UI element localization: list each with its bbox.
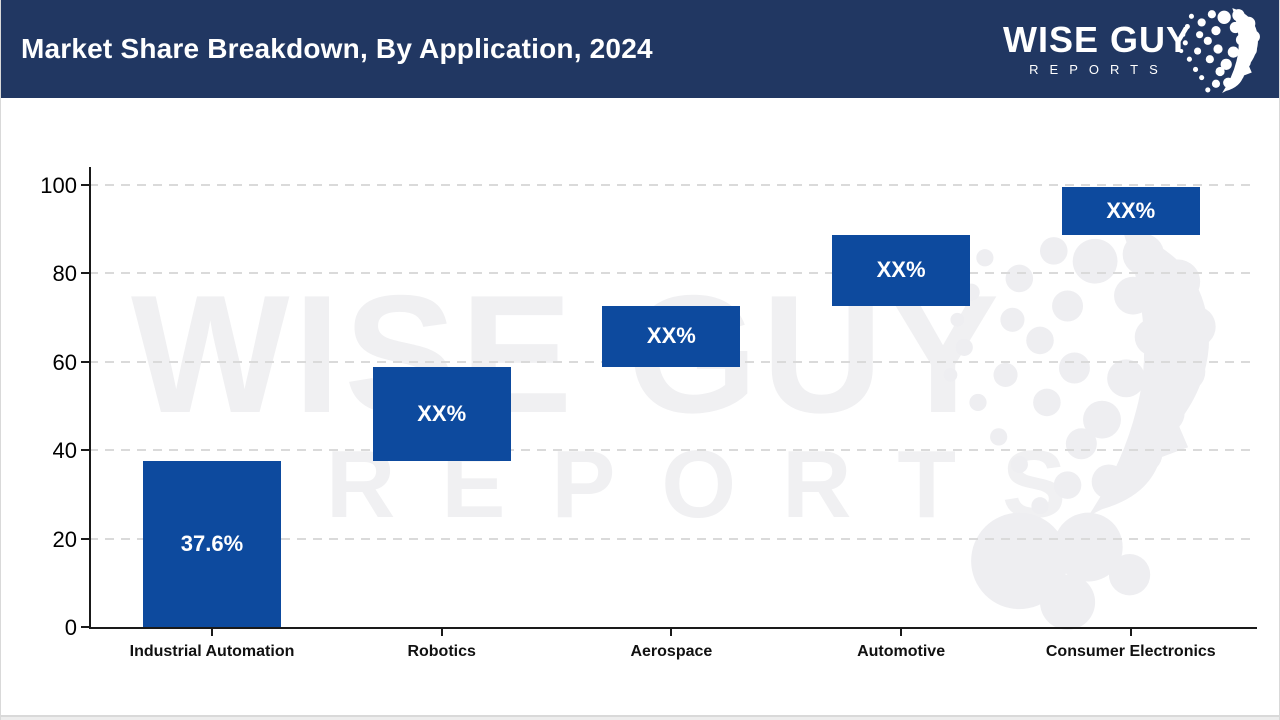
- y-tick-label-60: 60: [52, 349, 77, 375]
- bar-consumer-electronics: XX%: [1061, 186, 1200, 235]
- x-tick-industrial-automation: [211, 629, 213, 636]
- y-tick-label-20: 20: [52, 526, 77, 552]
- y-tick-label-0: 0: [64, 615, 77, 640]
- x-tick-label-robotics: Robotics: [407, 643, 476, 660]
- gridline-20: [89, 537, 1257, 540]
- y-tick-label-40: 40: [52, 438, 77, 464]
- x-axis: [89, 627, 1257, 629]
- bar-value-label-consumer-electronics: XX%: [1106, 197, 1156, 223]
- x-tick-consumer-electronics: [1129, 629, 1132, 636]
- x-tick-aerospace: [670, 629, 673, 636]
- bar-value-label-industrial-automation: 37.6%: [180, 530, 244, 556]
- x-tick-automotive: [900, 629, 903, 636]
- dotted-head-icon: [1179, 8, 1260, 93]
- y-tick-label-80: 80: [52, 261, 77, 287]
- y-tick-60: [81, 360, 89, 363]
- bar-aerospace: XX%: [602, 305, 741, 368]
- y-tick-100: [81, 184, 89, 186]
- bottom-divider: [1, 715, 1279, 717]
- x-tick-label-aerospace: Aerospace: [630, 643, 713, 660]
- bar-value-label-automotive: XX%: [876, 257, 926, 283]
- watermark-head-graphic: [943, 230, 1216, 630]
- brand-name: WISE GUY: [1002, 19, 1191, 60]
- y-tick-label-100: 100: [40, 173, 77, 198]
- bottom-strip: [1, 717, 1279, 720]
- gridline-40: [89, 449, 1257, 452]
- bar-value-label-robotics: XX%: [417, 400, 467, 426]
- y-tick-80: [81, 272, 89, 275]
- bar-automotive: XX%: [832, 234, 971, 306]
- page-title: Market Share Breakdown, By Application, …: [21, 33, 653, 64]
- y-tick-40: [81, 449, 89, 452]
- bar-robotics: XX%: [372, 367, 511, 461]
- gridline-100: [89, 184, 1257, 186]
- x-tick-label-industrial-automation: Industrial Automation: [129, 643, 295, 660]
- bar-industrial-automation: 37.6%: [143, 460, 281, 627]
- bar-value-label-aerospace: XX%: [646, 323, 696, 349]
- brand-logo-text: WISE GUY REPORTS: [1002, 19, 1191, 77]
- brand-logo: WISE GUY REPORTS: [1003, 4, 1263, 94]
- gridline-80: [89, 272, 1257, 275]
- header-bar: Market Share Breakdown, By Application, …: [1, 0, 1279, 98]
- brand-subname: REPORTS: [1029, 62, 1169, 77]
- y-axis: [89, 167, 91, 629]
- y-tick-20: [81, 537, 89, 540]
- y-tick-0: [81, 626, 89, 628]
- x-tick-label-automotive: Automotive: [857, 643, 946, 660]
- x-tick-robotics: [440, 629, 443, 636]
- x-tick-label-consumer-electronics: Consumer Electronics: [1045, 643, 1216, 660]
